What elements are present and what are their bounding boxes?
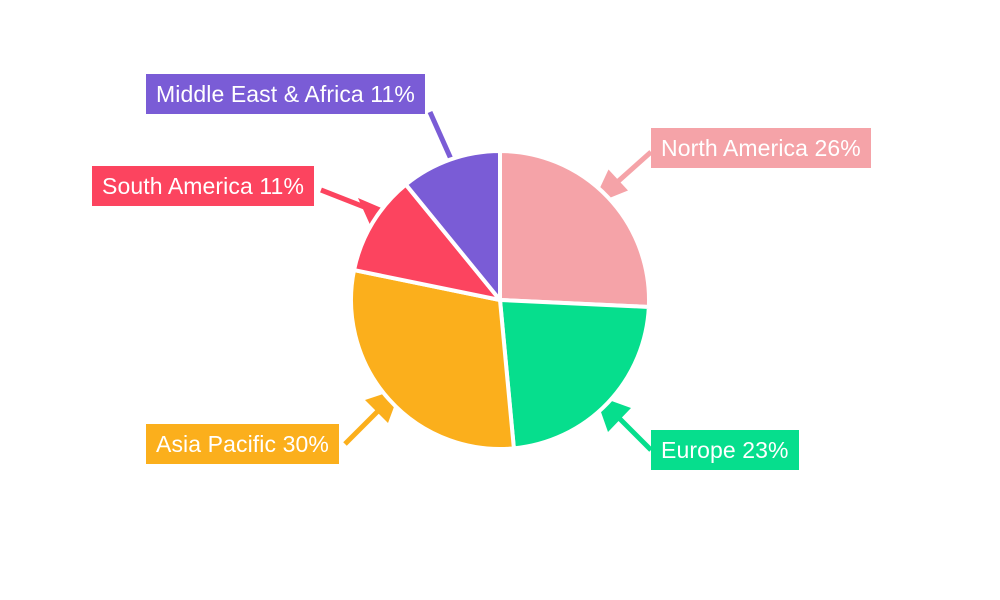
pie-label-europe[interactable]: Europe 23% [651,430,799,470]
pie-slice-south-america[interactable] [352,182,502,302]
pie-label-middle-east-africa[interactable]: Middle East & Africa 11% [146,74,425,114]
pie-label-text-asia-pacific: Asia Pacific 30% [156,431,329,457]
pie-label-text-south-america: South America 11% [102,173,304,199]
pie-label-text-europe: Europe 23% [661,437,789,463]
pie-slice-asia-pacific[interactable] [349,268,516,451]
pie-slice-north-america[interactable] [498,149,651,309]
pie-label-asia-pacific[interactable]: Asia Pacific 30% [146,424,339,464]
pie-label-south-america[interactable]: South America 11% [92,166,314,206]
pie-slice-europe[interactable] [498,298,651,451]
pie-slice-group [349,149,651,451]
pie-label-text-north-america: North America 26% [661,135,861,161]
pie-label-text-middle-east-africa: Middle East & Africa 11% [156,81,415,107]
pie-slice-middle-east-africa[interactable] [403,149,502,302]
pie-label-north-america[interactable]: North America 26% [651,128,871,168]
